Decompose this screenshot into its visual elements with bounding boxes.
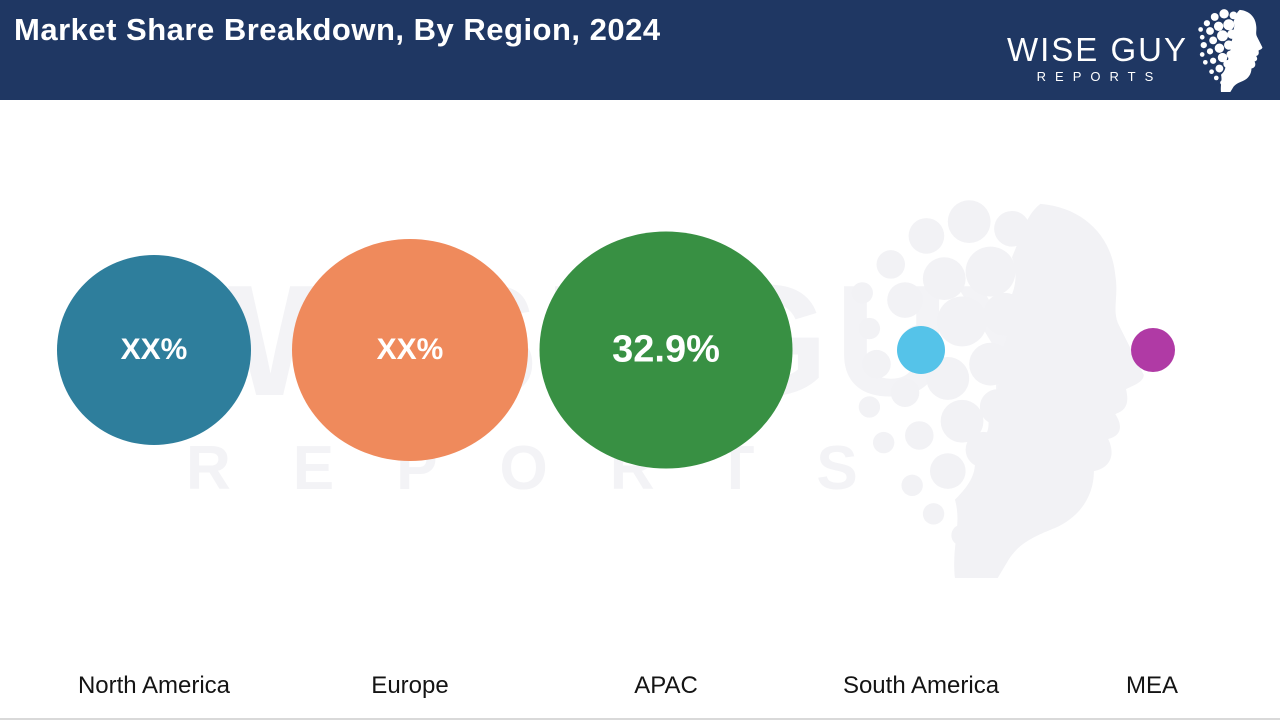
bubble-europe: XX% xyxy=(292,239,528,461)
dotted-head-profile-icon xyxy=(1192,6,1264,92)
watermark-reports-text: REPORTS xyxy=(186,434,920,503)
category-label-apac: APAC xyxy=(634,672,698,699)
bubble-apac: 32.9% xyxy=(539,231,793,469)
category-label-south-america: South America xyxy=(842,672,1000,699)
category-label-north-america: North America xyxy=(77,672,231,699)
bubble-value-label: 32.9% xyxy=(612,328,720,371)
brand-subname: REPORTS xyxy=(1036,69,1163,84)
page-title: Market Share Breakdown, By Region, 2024 xyxy=(14,12,661,47)
bubble-mea xyxy=(1131,328,1175,372)
bubble-value-label: XX% xyxy=(120,333,188,366)
brand-logo: WISE GUY REPORTS xyxy=(1007,0,1280,92)
bubble-north-america: XX% xyxy=(57,255,251,445)
watermark-head-icon xyxy=(822,186,1152,578)
category-label-mea: MEA xyxy=(1125,672,1179,699)
brand-name: WISE GUY xyxy=(1006,31,1188,68)
bubble-value-label: XX% xyxy=(376,333,444,366)
bubble-south-america xyxy=(897,326,945,374)
header-bar: Market Share Breakdown, By Region, 2024 … xyxy=(0,0,1280,100)
category-label-europe: Europe xyxy=(371,672,449,699)
brand-logo-text: WISE GUY REPORTS xyxy=(1007,33,1188,83)
